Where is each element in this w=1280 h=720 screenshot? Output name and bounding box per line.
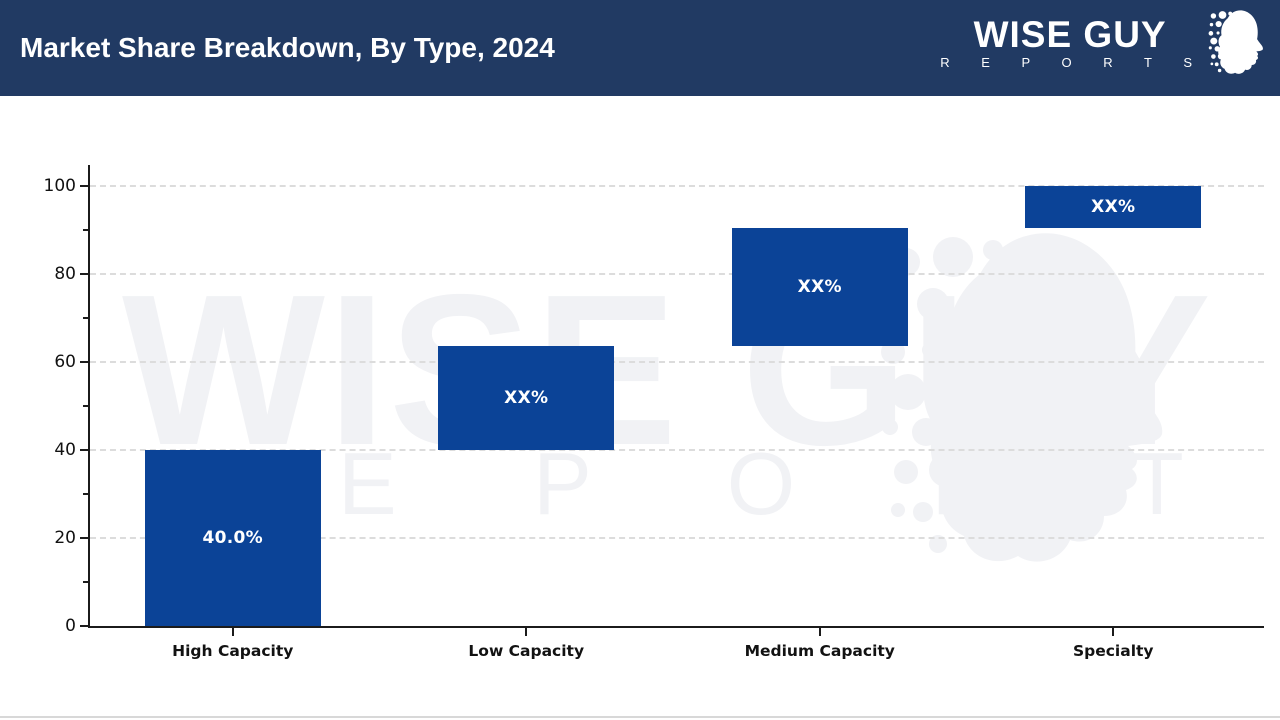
logo-wordmark: WISE GUY bbox=[973, 13, 1167, 55]
y-minor-tick bbox=[83, 405, 88, 407]
y-tick-mark bbox=[80, 625, 88, 627]
bar-value-label: XX% bbox=[504, 387, 549, 408]
y-tick-label: 40 bbox=[54, 440, 76, 460]
x-category-label: High Capacity bbox=[172, 642, 294, 660]
y-minor-tick bbox=[83, 229, 88, 231]
y-minor-tick bbox=[83, 581, 88, 583]
bar-specialty: XX% bbox=[1025, 186, 1202, 228]
y-tick-mark bbox=[80, 185, 88, 187]
x-tick-mark bbox=[818, 628, 821, 636]
x-category-label: Medium Capacity bbox=[744, 642, 895, 660]
bar-value-label: XX% bbox=[1091, 196, 1136, 217]
chart-title: Market Share Breakdown, By Type, 2024 bbox=[20, 32, 555, 63]
x-category-label: Low Capacity bbox=[468, 642, 585, 660]
gridline-80 bbox=[90, 273, 1264, 275]
bar-medium-capacity: XX% bbox=[731, 227, 908, 346]
logo-subtext: R E P O R T S bbox=[940, 55, 1206, 71]
y-tick-label: 20 bbox=[54, 528, 76, 548]
y-tick-label: 100 bbox=[43, 176, 76, 196]
bar-low-capacity: XX% bbox=[438, 345, 615, 450]
x-tick-mark bbox=[525, 628, 528, 636]
gridline-100 bbox=[90, 185, 1264, 187]
header-bar: Market Share Breakdown, By Type, 2024 WI… bbox=[0, 0, 1280, 96]
bar-value-label: XX% bbox=[797, 276, 842, 297]
y-tick-mark bbox=[80, 273, 88, 275]
y-tick-label: 60 bbox=[54, 352, 76, 372]
y-tick-label: 80 bbox=[54, 264, 76, 284]
gridline-40 bbox=[90, 449, 1264, 451]
gridline-20 bbox=[90, 537, 1264, 539]
y-tick-mark bbox=[80, 537, 88, 539]
x-category-label: Specialty bbox=[1072, 642, 1154, 660]
bar-high-capacity: 40.0% bbox=[144, 450, 321, 626]
y-tick-label: 0 bbox=[65, 616, 76, 636]
y-minor-tick bbox=[83, 317, 88, 319]
wiseguy-face-icon bbox=[1208, 10, 1263, 74]
wiseguy-logo: WISE GUY R E P O R T S bbox=[934, 8, 1266, 78]
plot-area: 0 20 40 60 80 100 40.0% High Capacity XX% Low Cap… bbox=[44, 165, 1264, 660]
y-tick-mark bbox=[80, 361, 88, 363]
bottom-divider bbox=[0, 716, 1280, 718]
gridline-60 bbox=[90, 361, 1264, 363]
logo-text-block: WISE GUY R E P O R T S bbox=[934, 13, 1206, 71]
bar-value-label: 40.0% bbox=[202, 528, 263, 548]
y-tick-mark bbox=[80, 449, 88, 451]
x-tick-mark bbox=[231, 628, 234, 636]
y-minor-tick bbox=[83, 493, 88, 495]
watermark-face-graphic bbox=[881, 233, 1163, 562]
x-tick-mark bbox=[1112, 628, 1115, 636]
